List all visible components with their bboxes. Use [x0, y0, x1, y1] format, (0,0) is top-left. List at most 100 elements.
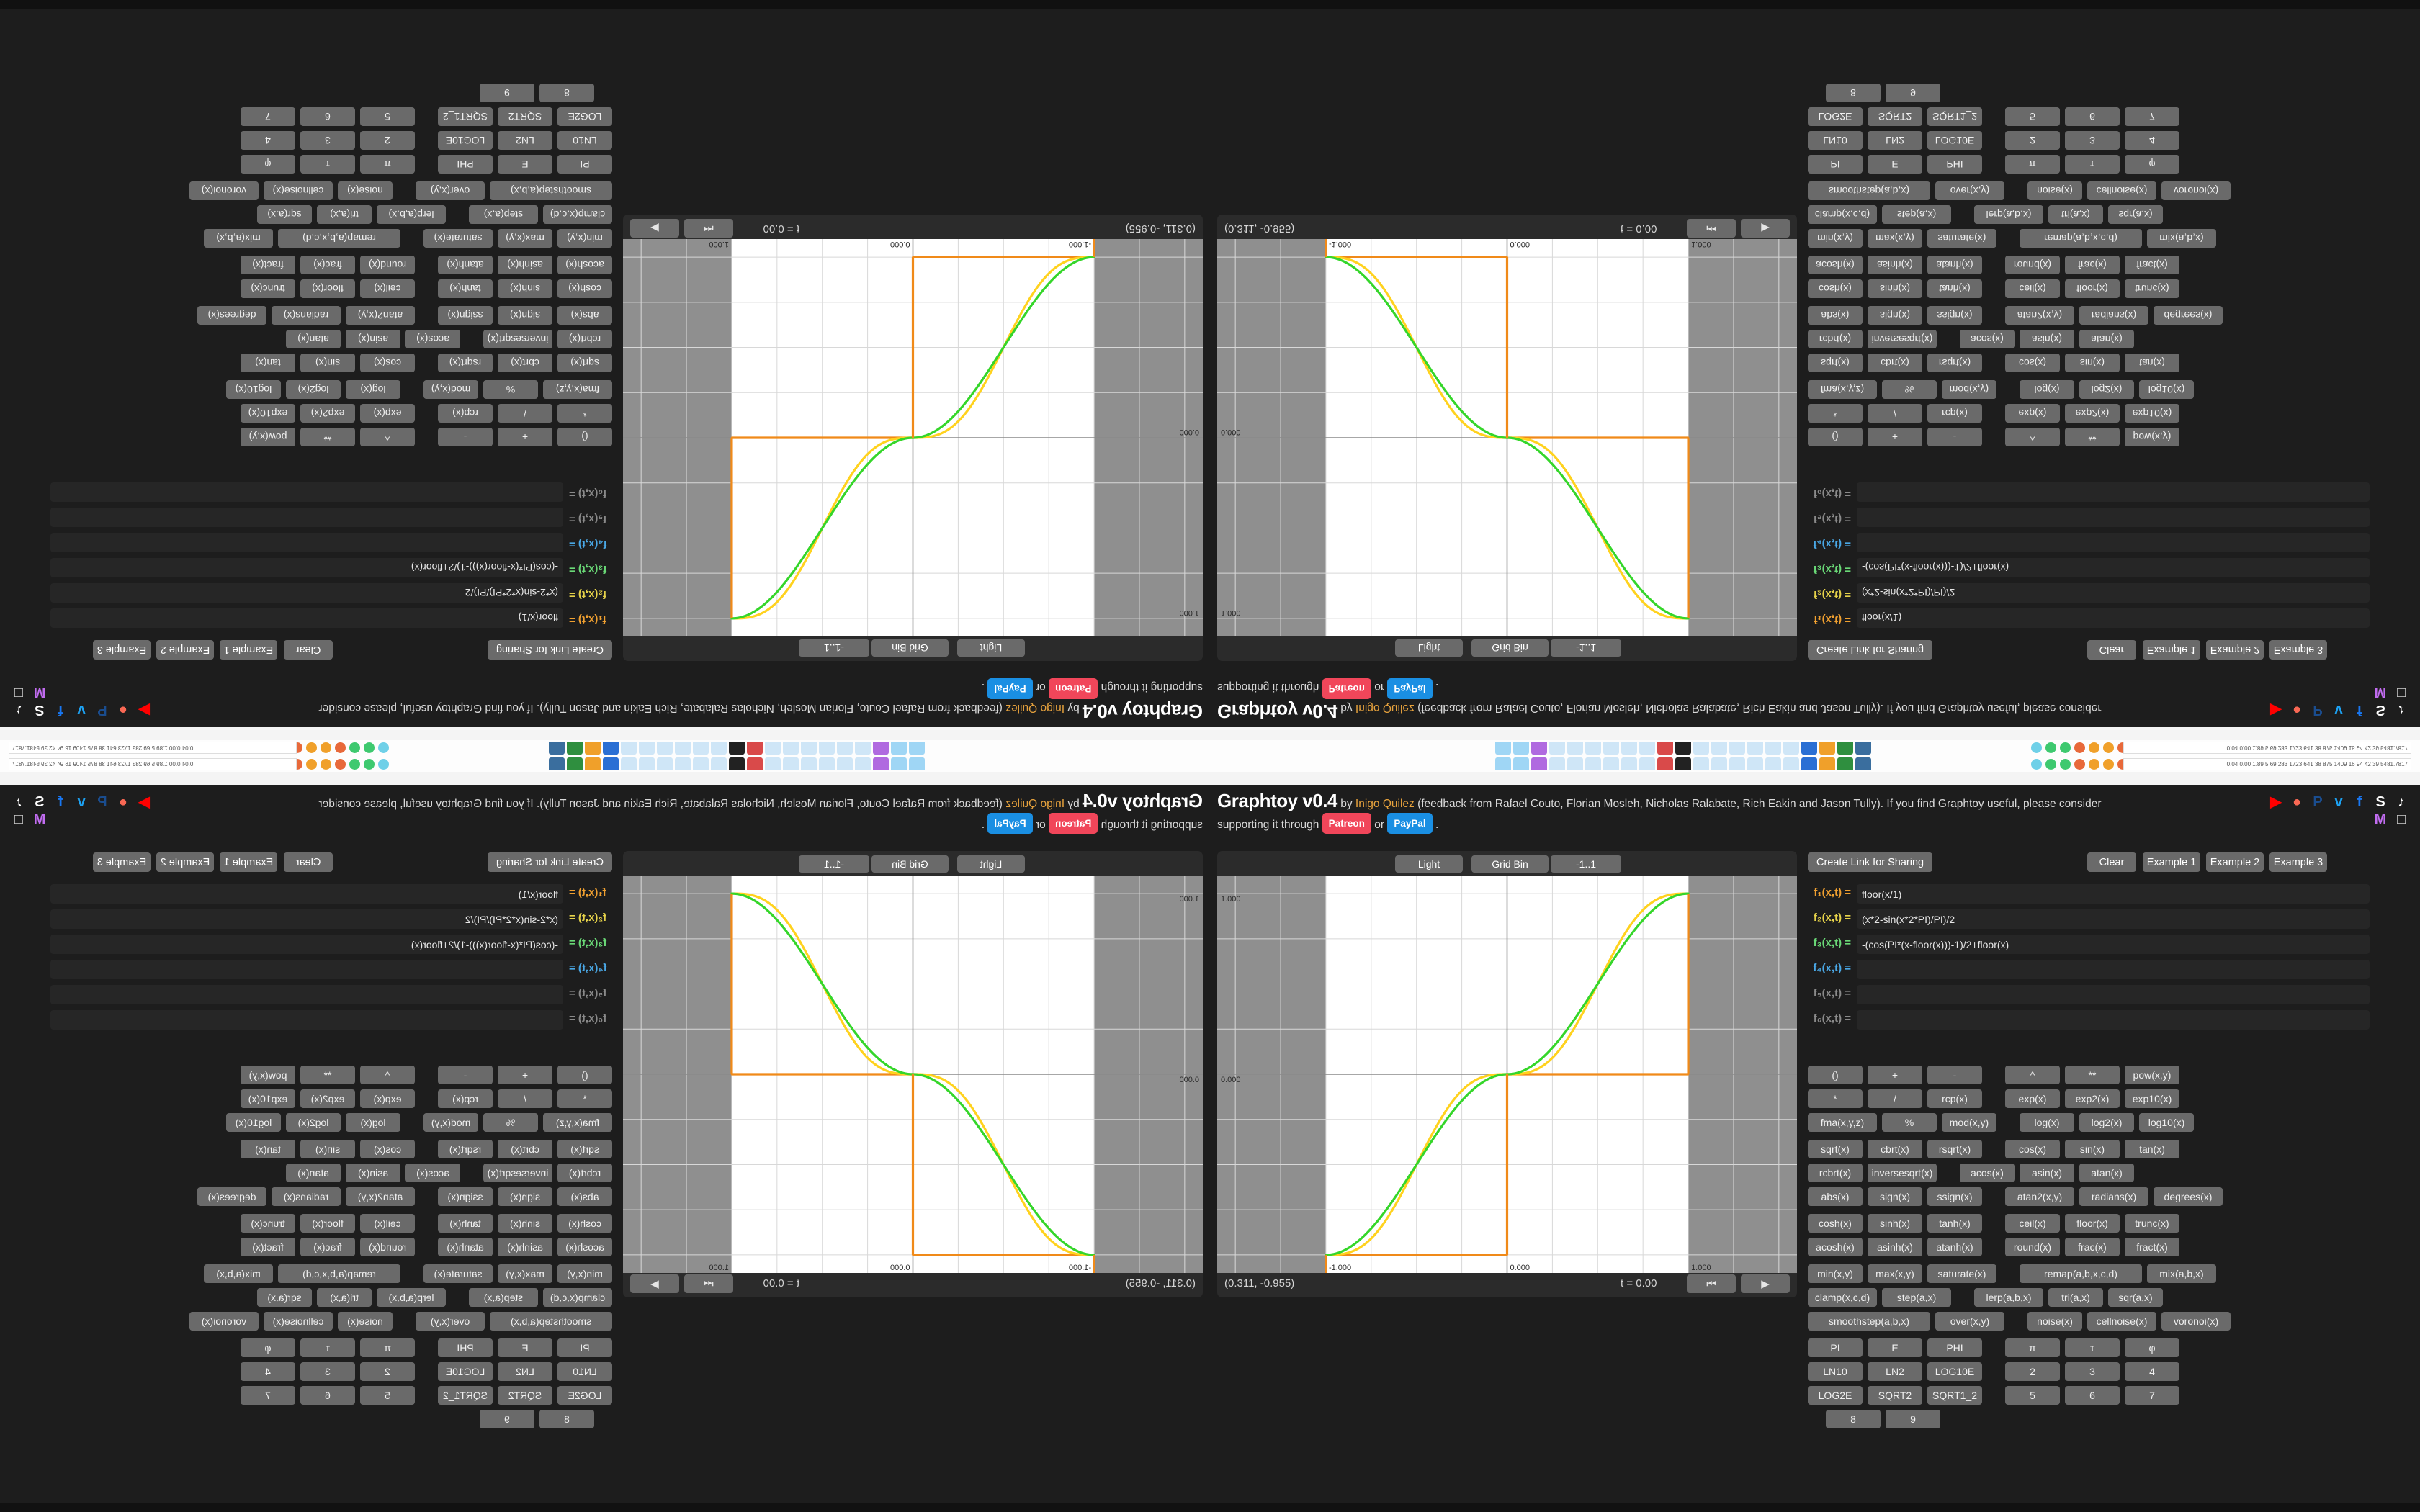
keypad-button-minxy[interactable]: min(x,y) [557, 1264, 612, 1283]
keypad-button-[interactable]: + [498, 428, 552, 446]
function-input-5[interactable] [1857, 508, 2370, 527]
plot-svg[interactable]: 1.000 0.000 -1.000 0.000 1.000 [623, 876, 1203, 1273]
patreon-icon[interactable]: ● [2292, 794, 2302, 810]
keypad-button-e[interactable]: E [1868, 155, 1922, 174]
keypad-button-inversesqrtx[interactable]: inversesqrt(x) [483, 1164, 552, 1182]
function-input-5[interactable] [50, 985, 563, 1004]
keypad-button-ln10[interactable]: LN10 [1808, 131, 1863, 150]
browser-tab[interactable] [909, 742, 925, 755]
example-2-button[interactable]: Example 2 [2206, 640, 2264, 660]
keypad-button-expx[interactable]: exp(x) [2005, 1089, 2060, 1108]
play-button[interactable]: ▶ [630, 219, 679, 238]
keypad-button-sqrt12[interactable]: SQRT1_2 [1927, 107, 1982, 126]
keypad-button-2[interactable]: 2 [2005, 131, 2060, 150]
keypad-button-acosx[interactable]: acos(x) [405, 1164, 460, 1182]
keypad-button-smoothstepabx[interactable]: smoothstep(a,b,x) [1808, 1312, 1930, 1331]
youtube-icon[interactable]: ▶ [138, 794, 150, 810]
keypad-button-log10e[interactable]: LOG10E [1927, 1362, 1982, 1381]
extension-icon[interactable] [2060, 742, 2071, 754]
rewind-button[interactable]: ⏮ [1687, 219, 1736, 238]
keypad-button-[interactable]: % [1882, 380, 1937, 399]
browser-tab[interactable] [567, 742, 583, 755]
keypad-button-fmaxyz[interactable]: fma(x,y,z) [1808, 380, 1877, 399]
keypad-button-sinhx[interactable]: sinh(x) [498, 279, 552, 298]
keypad-button-acosx[interactable]: acos(x) [1960, 1164, 2015, 1182]
keypad-button-minxy[interactable]: min(x,y) [1808, 229, 1863, 248]
extension-icon[interactable] [2103, 742, 2114, 754]
clear-button[interactable]: Clear [2087, 852, 2136, 872]
keypad-button-roundx[interactable]: round(x) [360, 1238, 415, 1256]
keypad-button-9[interactable]: 9 [480, 84, 534, 102]
keypad-button-asinx[interactable]: asin(x) [2020, 1164, 2074, 1182]
keypad-button-[interactable]: + [498, 1066, 552, 1084]
keypad-button-7[interactable]: 7 [241, 107, 295, 126]
function-input-3[interactable] [50, 558, 563, 577]
keypad-button-exp10x[interactable]: exp10(x) [241, 1089, 295, 1108]
keypad-button-ln10[interactable]: LN10 [1808, 1362, 1863, 1381]
function-input-1[interactable] [50, 608, 563, 628]
keypad-button-8[interactable]: 8 [1826, 1410, 1881, 1428]
keypad-button-9[interactable]: 9 [1886, 84, 1940, 102]
keypad-button-5[interactable]: 5 [360, 107, 415, 126]
function-input-3[interactable] [1857, 935, 2370, 954]
keypad-button-log10e[interactable]: LOG10E [1927, 131, 1982, 150]
browser-tab[interactable] [1549, 742, 1565, 755]
author-link[interactable]: Inigo Quilez [1355, 798, 1415, 810]
keypad-button-[interactable]: % [1882, 1113, 1937, 1132]
keypad-button-rsqrtx[interactable]: rsqrt(x) [1927, 354, 1982, 372]
keypad-button-truncx[interactable]: trunc(x) [2125, 279, 2179, 298]
patreon-button[interactable]: Patreon [1322, 813, 1371, 834]
keypad-button-[interactable]: % [483, 1113, 538, 1132]
square-icon[interactable]: □ [2396, 811, 2406, 827]
extension-icon[interactable] [2089, 742, 2099, 754]
keypad-button-[interactable]: ^ [360, 428, 415, 446]
keypad-button-radiansx[interactable]: radians(x) [272, 306, 341, 325]
keypad-button-rsqrtx[interactable]: rsqrt(x) [438, 1140, 493, 1158]
create-link-button[interactable]: Create Link for Sharing [487, 640, 612, 660]
keypad-button-fmaxyz[interactable]: fma(x,y,z) [543, 380, 612, 399]
keypad-button-log2e[interactable]: LOG2E [1808, 1386, 1863, 1405]
extension-icon[interactable] [335, 742, 346, 754]
keypad-button-logx[interactable]: log(x) [2020, 380, 2074, 399]
light-toggle-button[interactable]: Light [957, 639, 1025, 657]
rewind-button[interactable]: ⏮ [684, 1274, 733, 1293]
keypad-button-overxy[interactable]: over(x,y) [416, 1312, 485, 1331]
keypad-button-sqrt2[interactable]: SQRT2 [1868, 1386, 1922, 1405]
keypad-button-rcpx[interactable]: rcp(x) [1927, 1089, 1982, 1108]
function-input-4[interactable] [50, 960, 563, 979]
light-toggle-button[interactable]: Light [1395, 855, 1463, 873]
keypad-button-fractx[interactable]: fract(x) [2125, 1238, 2179, 1256]
shadertoy-icon[interactable]: S [2375, 702, 2385, 718]
keypad-button-clampxcd[interactable]: clamp(x,c,d) [1808, 1288, 1877, 1307]
keypad-button-clampxcd[interactable]: clamp(x,c,d) [543, 1288, 612, 1307]
keypad-button-[interactable]: - [438, 428, 493, 446]
keypad-button-sqrax[interactable]: sqr(a,x) [2108, 205, 2163, 224]
keypad-button-[interactable]: / [1868, 1089, 1922, 1108]
keypad-button-radiansx[interactable]: radians(x) [272, 1187, 341, 1206]
keypad-button-acoshx[interactable]: acosh(x) [557, 1238, 612, 1256]
keypad-button-ceilx[interactable]: ceil(x) [2005, 1214, 2060, 1233]
range-button[interactable]: -1..1 [1551, 639, 1621, 657]
keypad-button-atanx[interactable]: atan(x) [286, 1164, 341, 1182]
keypad-button-inversesqrtx[interactable]: inversesqrt(x) [1868, 330, 1937, 348]
keypad-button-tanhx[interactable]: tanh(x) [438, 279, 493, 298]
browser-tab[interactable] [603, 742, 619, 755]
keypad-button-4[interactable]: 4 [2125, 131, 2179, 150]
keypad-button-atanx[interactable]: atan(x) [2079, 1164, 2134, 1182]
keypad-button-degreesx[interactable]: degrees(x) [197, 1187, 266, 1206]
keypad-button-voronoix[interactable]: voronoi(x) [2161, 181, 2231, 200]
tiktok-icon[interactable]: ♪ [2398, 702, 2405, 718]
keypad-button-8[interactable]: 8 [1826, 84, 1881, 102]
keypad-button-exp2x[interactable]: exp2(x) [300, 404, 355, 423]
keypad-button-log10x[interactable]: log10(x) [2139, 1113, 2194, 1132]
keypad-button-cbrtx[interactable]: cbrt(x) [1868, 1140, 1922, 1158]
keypad-button-remapabxcd[interactable]: remap(a,b,x,c,d) [278, 1264, 400, 1283]
keypad-button-noisex[interactable]: noise(x) [2027, 1312, 2082, 1331]
browser-tab[interactable] [729, 757, 745, 770]
function-keypad[interactable]: () + - ^ ** pow(x,y) * / rcp(x) exp(x) exp2(x) exp1… [1808, 76, 2406, 446]
browser-tab[interactable] [585, 742, 601, 755]
keypad-button-rcpx[interactable]: rcp(x) [438, 404, 493, 423]
browser-tab[interactable] [1693, 757, 1709, 770]
function-input-2[interactable] [1857, 583, 2370, 603]
facebook-icon[interactable]: f [58, 794, 63, 810]
